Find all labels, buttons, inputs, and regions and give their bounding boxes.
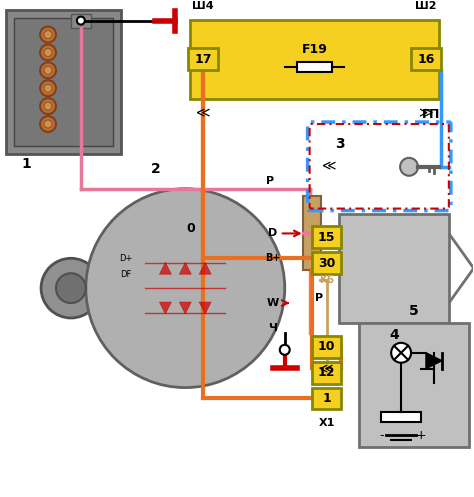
Circle shape <box>41 258 101 318</box>
Text: 5: 5 <box>409 304 419 318</box>
Bar <box>14 17 113 146</box>
Circle shape <box>40 116 56 132</box>
Bar <box>411 48 441 70</box>
Circle shape <box>40 98 56 114</box>
Circle shape <box>391 343 411 363</box>
Text: КБ: КБ <box>319 275 334 285</box>
Circle shape <box>44 30 52 38</box>
Bar <box>188 48 218 70</box>
Text: 12: 12 <box>318 366 335 379</box>
Bar <box>339 214 449 323</box>
Text: -: - <box>379 429 383 442</box>
Bar <box>311 388 341 410</box>
Text: Ш2: Ш2 <box>415 0 437 10</box>
Circle shape <box>44 120 52 128</box>
Bar <box>381 413 421 422</box>
Bar <box>311 336 341 358</box>
Text: 30: 30 <box>318 257 335 270</box>
Circle shape <box>40 81 56 96</box>
Text: Ч: Ч <box>268 323 277 333</box>
Ellipse shape <box>86 189 285 388</box>
Text: DF: DF <box>120 270 131 279</box>
Circle shape <box>40 62 56 79</box>
Text: ГП: ГП <box>422 107 440 121</box>
Bar <box>190 19 439 99</box>
Text: W: W <box>267 298 279 308</box>
Circle shape <box>40 26 56 42</box>
Text: X1: X1 <box>319 418 335 428</box>
Polygon shape <box>199 302 211 314</box>
Circle shape <box>44 48 52 56</box>
Polygon shape <box>199 262 211 274</box>
Polygon shape <box>179 302 191 314</box>
Circle shape <box>77 16 85 24</box>
Text: B+: B+ <box>265 253 281 263</box>
Text: +: + <box>416 429 426 442</box>
Bar <box>311 252 341 274</box>
Text: ≪: ≪ <box>196 106 210 120</box>
Bar <box>297 62 332 72</box>
Circle shape <box>44 84 52 92</box>
Text: 1: 1 <box>322 392 331 405</box>
Text: 16: 16 <box>417 53 435 66</box>
Circle shape <box>400 158 418 176</box>
Circle shape <box>56 273 86 303</box>
Text: ≪: ≪ <box>322 160 337 174</box>
Bar <box>71 13 91 27</box>
Text: P: P <box>266 176 274 186</box>
Text: Ш4: Ш4 <box>192 0 214 10</box>
Circle shape <box>280 345 290 355</box>
Text: F19: F19 <box>301 43 328 56</box>
Bar <box>311 227 341 248</box>
Circle shape <box>40 44 56 60</box>
Text: 17: 17 <box>194 53 212 66</box>
Text: 3: 3 <box>335 137 344 151</box>
Polygon shape <box>426 353 442 369</box>
Polygon shape <box>179 262 191 274</box>
Text: ≫: ≫ <box>419 106 433 120</box>
Text: 1: 1 <box>21 157 31 171</box>
Circle shape <box>44 66 52 74</box>
Polygon shape <box>159 302 172 314</box>
Text: P: P <box>316 293 324 303</box>
Bar <box>302 196 320 270</box>
Text: 0: 0 <box>187 222 196 235</box>
Bar <box>311 362 341 384</box>
Text: D+: D+ <box>119 254 132 263</box>
Text: 15: 15 <box>318 231 335 244</box>
Text: 2: 2 <box>151 162 160 176</box>
Text: D: D <box>268 229 277 239</box>
Text: 10: 10 <box>318 340 335 353</box>
Polygon shape <box>159 262 172 274</box>
Bar <box>6 9 121 154</box>
Text: ≪: ≪ <box>319 363 334 377</box>
Circle shape <box>44 102 52 110</box>
Bar <box>359 323 469 447</box>
Text: 4: 4 <box>389 328 399 342</box>
